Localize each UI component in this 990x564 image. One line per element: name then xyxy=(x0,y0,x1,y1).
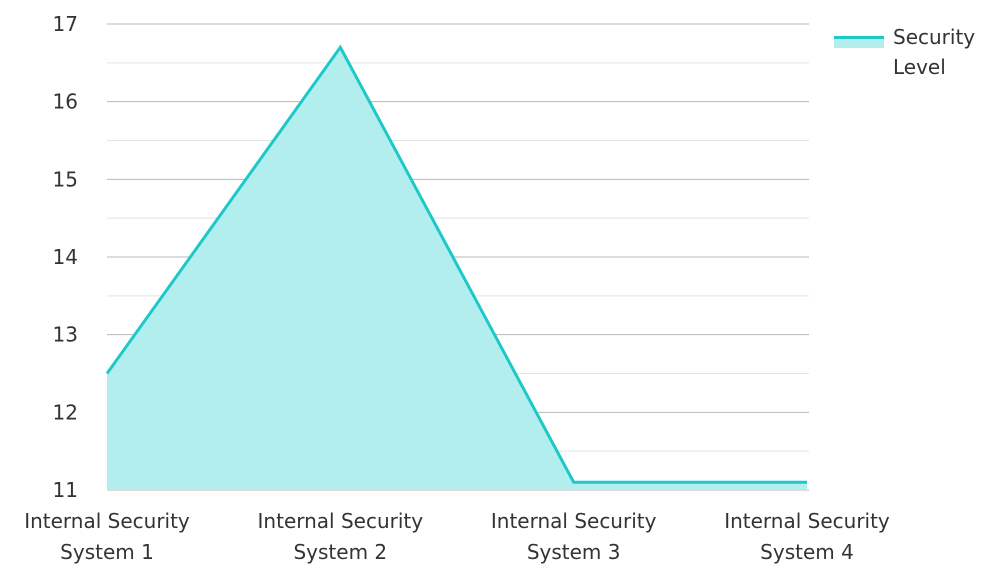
y-tick-label: 11 xyxy=(53,478,78,502)
y-axis: 11 12 13 14 15 16 17 xyxy=(53,12,78,502)
y-tick-label: 13 xyxy=(53,323,78,347)
y-tick-label: 14 xyxy=(53,245,78,269)
x-tick-label: Internal Security System 4 xyxy=(724,509,890,564)
x-tick-label-line: Internal Security xyxy=(724,509,890,533)
y-tick-label: 17 xyxy=(53,12,78,36)
x-tick-label: Internal Security System 2 xyxy=(258,509,424,564)
series-area-fill xyxy=(107,47,807,491)
legend-label: Security Level xyxy=(893,25,975,79)
series-line xyxy=(105,44,807,484)
x-tick-label-line: System 1 xyxy=(60,540,154,564)
y-tick-label: 15 xyxy=(53,167,78,191)
x-tick-label: Internal Security System 3 xyxy=(491,509,657,564)
legend-label-line: Level xyxy=(893,55,946,79)
legend: Security Level xyxy=(834,25,975,79)
legend-label-line: Security xyxy=(893,25,975,49)
x-tick-label: Internal Security System 1 xyxy=(24,509,190,564)
y-tick-label: 12 xyxy=(53,400,78,424)
x-tick-label-line: System 4 xyxy=(760,540,854,564)
x-tick-label-line: Internal Security xyxy=(258,509,424,533)
x-tick-label-line: System 2 xyxy=(293,540,387,564)
y-tick-label: 16 xyxy=(53,90,78,114)
x-tick-label-line: Internal Security xyxy=(24,509,190,533)
plot-area xyxy=(105,44,808,491)
x-tick-label-line: System 3 xyxy=(527,540,621,564)
x-tick-label-line: Internal Security xyxy=(491,509,657,533)
